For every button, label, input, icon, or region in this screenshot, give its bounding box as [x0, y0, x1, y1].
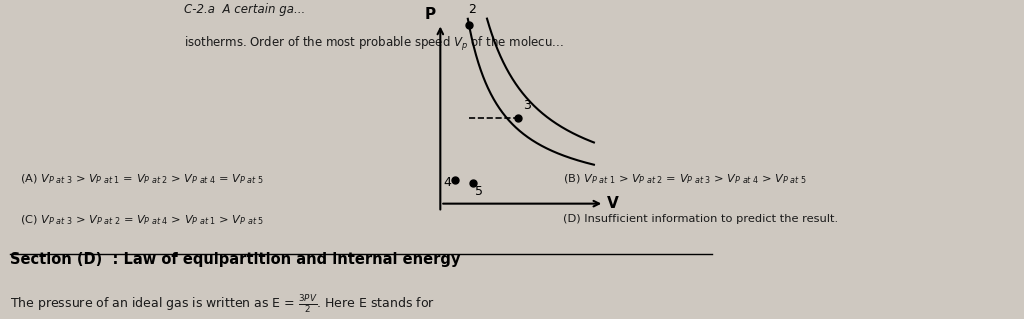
- Text: (D) Insufficient information to predict the result.: (D) Insufficient information to predict …: [563, 214, 839, 224]
- Text: (C) $V_{P\ at\ 3}$ > $V_{P\ at\ 2}$ = $V_{P\ at\ 4}$ > $V_{P\ at\ 1}$ > $V_{P\ a: (C) $V_{P\ at\ 3}$ > $V_{P\ at\ 2}$ = $V…: [20, 214, 264, 227]
- Text: Section (D)  : Law of equipartition and internal energy: Section (D) : Law of equipartition and i…: [10, 252, 461, 267]
- Text: P: P: [425, 7, 435, 22]
- Text: The pressure of an ideal gas is written as E = $\frac{3PV}{2}$. Here E stands fo: The pressure of an ideal gas is written …: [10, 293, 435, 315]
- Text: (A) $V_{P\ at\ 3}$ > $V_{P\ at\ 1}$ = $V_{P\ at\ 2}$ > $V_{P\ at\ 4}$ = $V_{P\ a: (A) $V_{P\ at\ 3}$ > $V_{P\ at\ 1}$ = $V…: [20, 172, 264, 186]
- Text: 2: 2: [468, 3, 476, 16]
- Text: 3: 3: [523, 99, 531, 112]
- Text: (B) $V_{P\ at\ 1}$ > $V_{P\ at\ 2}$ = $V_{P\ at\ 3}$ > $V_{P\ at\ 4}$ > $V_{P\ a: (B) $V_{P\ at\ 1}$ > $V_{P\ at\ 2}$ = $V…: [563, 172, 807, 186]
- Text: 4: 4: [443, 176, 452, 189]
- Text: isotherms. Order of the most probable speed $V_p$ of the molecu...: isotherms. Order of the most probable sp…: [184, 35, 564, 53]
- Text: C-2.a  A certain ga...: C-2.a A certain ga...: [184, 3, 305, 16]
- Text: V: V: [606, 196, 618, 211]
- Text: 5: 5: [475, 185, 483, 198]
